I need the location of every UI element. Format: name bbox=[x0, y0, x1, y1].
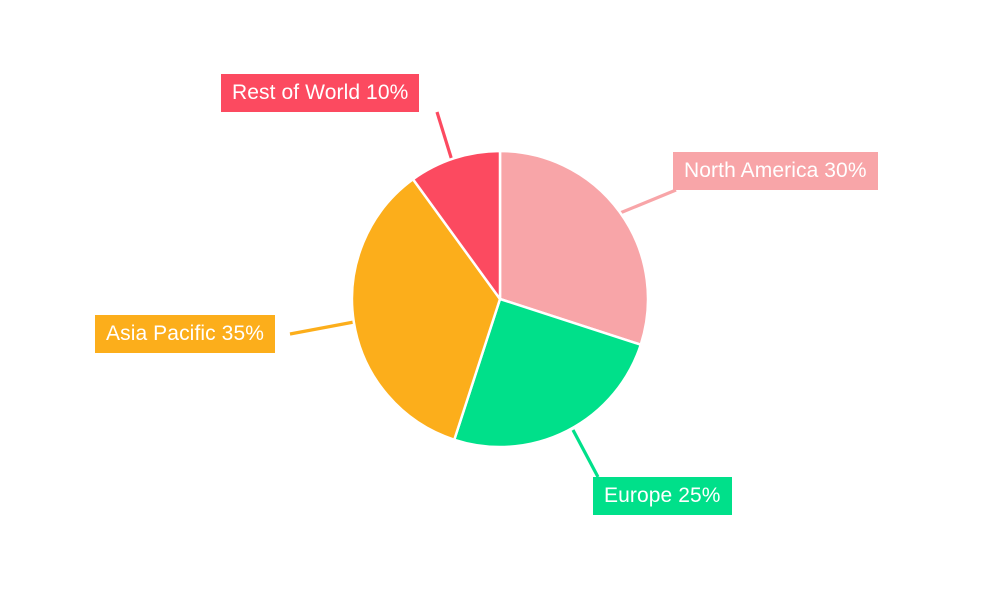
slice-label-north-america: North America 30% bbox=[673, 152, 878, 190]
slice-label-rest-of-world: Rest of World 10% bbox=[221, 74, 420, 112]
pie-slice-north-america[interactable] bbox=[498, 149, 650, 346]
leader-line-asia-pacific bbox=[289, 320, 355, 336]
slice-label-asia-pacific: Asia Pacific 35% bbox=[95, 315, 276, 353]
pie-slice-asia-pacific[interactable] bbox=[350, 178, 502, 442]
pie-slices bbox=[350, 149, 650, 449]
leader-line-europe bbox=[571, 429, 600, 478]
slice-label-europe: Europe 25% bbox=[593, 477, 732, 515]
pie-slice-rest-of-world[interactable] bbox=[411, 149, 502, 301]
leader-line-north-america bbox=[619, 188, 677, 215]
pie-slice-europe[interactable] bbox=[453, 297, 643, 449]
